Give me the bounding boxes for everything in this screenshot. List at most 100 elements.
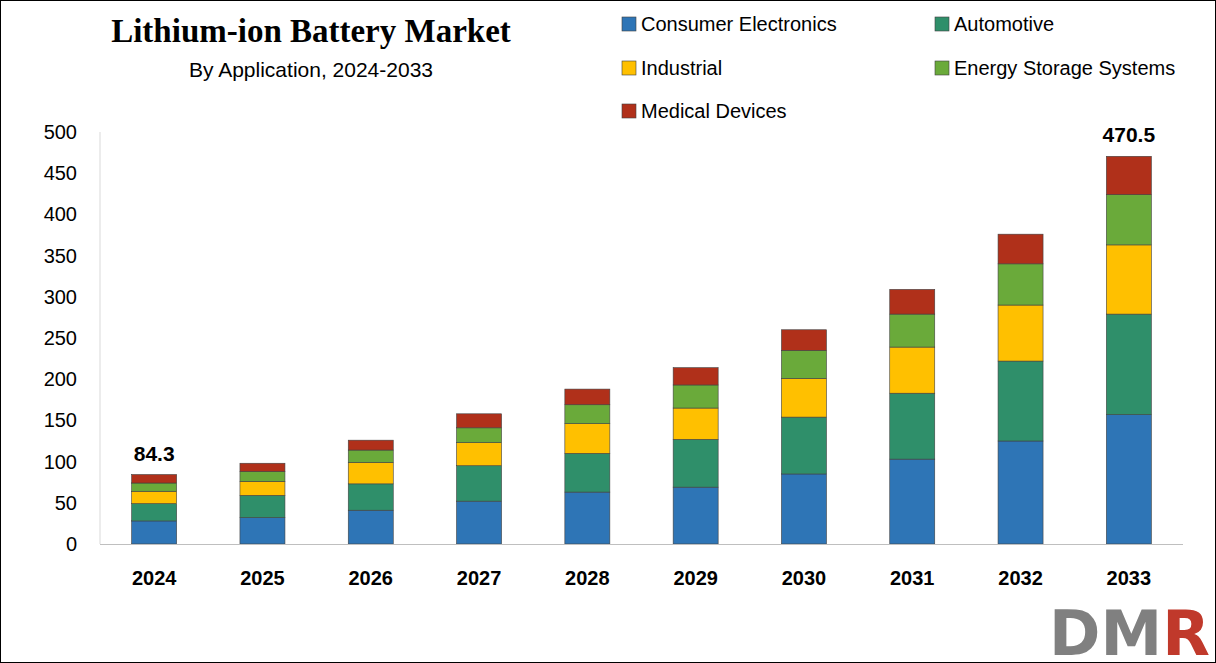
bar-segment [1106, 156, 1151, 194]
bar-segment [998, 264, 1043, 305]
legend-label: Consumer Electronics [641, 13, 837, 35]
annotation: 470.5 [1103, 123, 1156, 146]
x-tick-label: 2024 [132, 567, 177, 589]
y-tick [96, 338, 100, 339]
bar-segment [348, 510, 393, 544]
bar-segment [998, 305, 1043, 361]
y-tick-label: 400 [44, 203, 77, 225]
bar-segment [565, 453, 610, 492]
bar-segment [457, 443, 502, 466]
subtitle: By Application, 2024-2033 [189, 58, 433, 81]
bar-segment [348, 462, 393, 483]
frame [1, 1, 1216, 663]
bar-segment [240, 518, 285, 544]
bar-segment [348, 484, 393, 510]
legend-swatch [622, 17, 636, 31]
legend-label: Energy Storage Systems [954, 57, 1175, 79]
bar-segment [457, 414, 502, 428]
bar-segment [781, 330, 826, 351]
y-tick-label: 50 [55, 492, 77, 514]
bar-segment [890, 347, 935, 393]
bar-segment [781, 474, 826, 544]
bar-segment [890, 314, 935, 347]
y-tick-label: 450 [44, 162, 77, 184]
bar-segment [890, 393, 935, 459]
x-tick-label: 2028 [565, 567, 610, 589]
x-tick-label: 2026 [349, 567, 394, 589]
y-tick [96, 255, 100, 256]
logo-part: R [1162, 597, 1210, 663]
y-tick [96, 461, 100, 462]
bar-segment [457, 428, 502, 443]
bar-segment [1106, 415, 1151, 544]
legend-swatch [935, 61, 949, 75]
bar-segment [348, 440, 393, 450]
bar-segment [890, 289, 935, 314]
bar-segment [1106, 245, 1151, 314]
bar-segment [673, 439, 718, 487]
bar-segment [565, 405, 610, 424]
annotation: 84.3 [134, 442, 175, 465]
bar-segment [1106, 314, 1151, 415]
y-tick [96, 132, 100, 133]
bar-segment [457, 466, 502, 501]
y-tick [96, 296, 100, 297]
bar-segment [132, 491, 177, 503]
x-tick-label: 2029 [673, 567, 718, 589]
x-tick-label: 2030 [782, 567, 827, 589]
y-tick-label: 200 [44, 368, 77, 390]
legend-swatch [622, 104, 636, 118]
y-tick [96, 420, 100, 421]
legend-label: Medical Devices [641, 100, 787, 122]
y-tick-label: 100 [44, 451, 77, 473]
bar-segment [348, 450, 393, 462]
bar-segment [132, 475, 177, 483]
chart: Lithium-ion Battery Market By Application… [0, 0, 1216, 663]
bar-segment [998, 234, 1043, 264]
y-tick-label: 250 [44, 327, 77, 349]
bar-segment [565, 492, 610, 544]
bar-segment [781, 417, 826, 474]
y-tick-label: 0 [66, 533, 77, 555]
x-tick-label: 2032 [998, 567, 1043, 589]
legend-swatch [622, 61, 636, 75]
x-tick-label: 2033 [1107, 567, 1152, 589]
y-tick [96, 173, 100, 174]
bar-segment [673, 408, 718, 439]
y-tick [96, 214, 100, 215]
bar-segment [673, 368, 718, 385]
bar-segment [132, 521, 177, 544]
bar-segment [998, 361, 1043, 441]
legend-label: Automotive [954, 13, 1054, 35]
bar-segment [565, 424, 610, 454]
bar-segment [457, 501, 502, 544]
legend-swatch [935, 17, 949, 31]
bar-segment [998, 441, 1043, 544]
bar-segment [240, 471, 285, 481]
logo-part: DM [1049, 597, 1162, 663]
bar-segment [240, 495, 285, 517]
bar-segment [890, 459, 935, 544]
bar-segment [132, 504, 177, 521]
x-tick-label: 2027 [457, 567, 502, 589]
y-axis [100, 132, 101, 544]
x-tick-label: 2031 [890, 567, 935, 589]
bar-segment [1106, 195, 1151, 245]
x-tick-label: 2025 [240, 567, 285, 589]
y-tick [96, 502, 100, 503]
y-tick-label: 300 [44, 286, 77, 308]
title: Lithium-ion Battery Market [111, 13, 511, 49]
bar-segment [673, 385, 718, 408]
bar-segment [240, 463, 285, 471]
y-tick [96, 544, 100, 545]
y-tick-label: 350 [44, 245, 77, 267]
x-axis [100, 544, 1183, 545]
y-tick-label: 150 [44, 409, 77, 431]
y-tick-label: 500 [44, 121, 77, 143]
bar-segment [781, 378, 826, 417]
y-tick [96, 379, 100, 380]
bar-segment [132, 483, 177, 491]
bars [132, 156, 1152, 544]
bar-segment [781, 350, 826, 378]
bar-segment [565, 389, 610, 405]
